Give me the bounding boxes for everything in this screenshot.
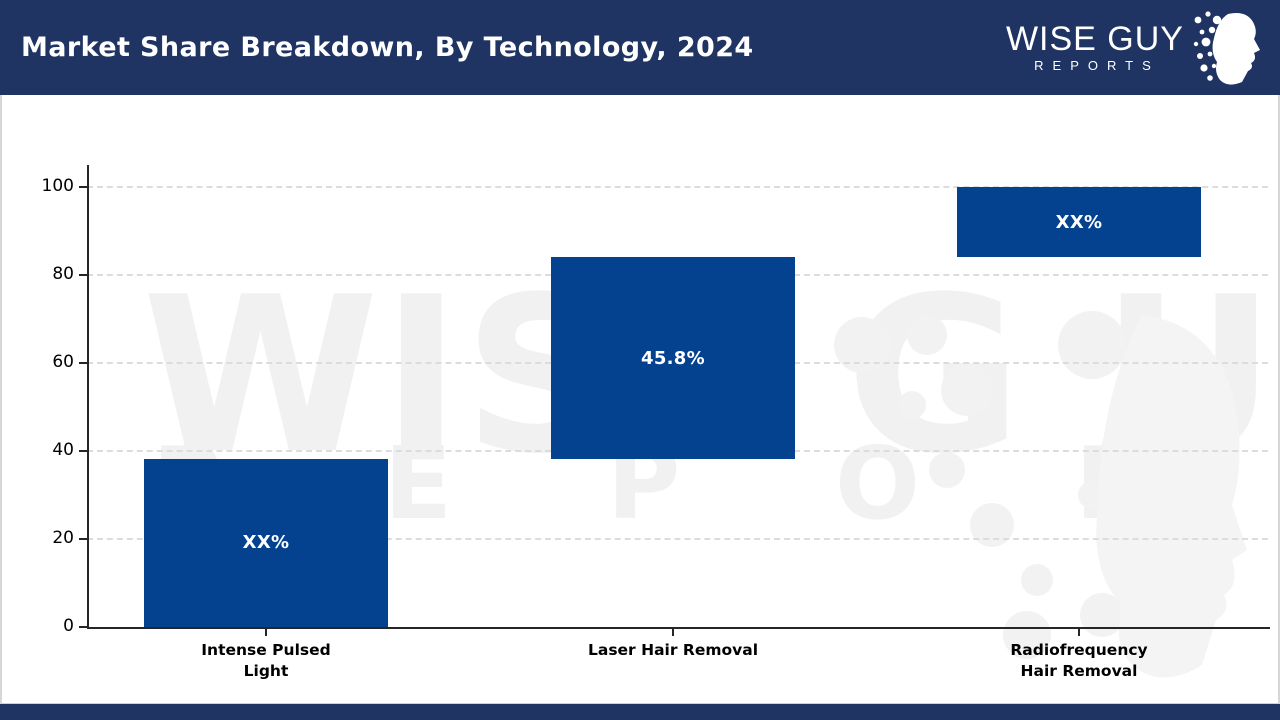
x-tick-label: Laser Hair Removal xyxy=(587,641,759,659)
bar-value-label: XX% xyxy=(1055,211,1103,233)
y-axis-tick xyxy=(79,626,87,628)
x-tick-label: Intense Pulsed Light xyxy=(201,641,331,680)
y-tick-label: 80 xyxy=(52,264,74,284)
y-axis-line xyxy=(87,165,89,629)
x-axis-line xyxy=(87,627,1270,629)
bar: XX% xyxy=(144,458,388,627)
x-tick-label: Radiofrequency Hair Removal xyxy=(1010,641,1148,680)
chart-area: WISE G U Y R E P O R T S 020406080100XX%… xyxy=(0,95,1280,704)
y-axis-tick xyxy=(79,186,87,188)
bar: XX% xyxy=(957,187,1201,258)
y-tick-label: 20 xyxy=(52,528,74,548)
y-tick-label: 100 xyxy=(41,176,74,196)
gridline xyxy=(87,538,1268,540)
bar: 45.8% xyxy=(551,257,795,459)
x-axis-tick xyxy=(265,629,267,636)
header-bar: Market Share Breakdown, By Technology, 2… xyxy=(0,0,1280,95)
y-axis-tick xyxy=(79,538,87,540)
brand-logo-subtitle: REPORTS xyxy=(1034,58,1160,73)
y-axis-tick xyxy=(79,450,87,452)
x-axis-tick xyxy=(1078,629,1080,636)
brand-logo-text: WISE GUY REPORTS xyxy=(1006,22,1184,73)
y-axis-tick xyxy=(79,274,87,276)
page-title: Market Share Breakdown, By Technology, 2… xyxy=(21,32,754,63)
footer-bar xyxy=(0,704,1280,720)
brand-logo: WISE GUY REPORTS xyxy=(1006,8,1280,88)
y-tick-label: 60 xyxy=(52,352,74,372)
gridline xyxy=(87,186,1268,188)
y-axis-tick xyxy=(79,362,87,364)
bar-value-label: 45.8% xyxy=(641,347,705,369)
watermark-head-dots xyxy=(834,311,1247,678)
brand-logo-name: WISE GUY xyxy=(1005,20,1184,58)
y-tick-label: 0 xyxy=(63,616,74,636)
logo-head-icon xyxy=(1193,10,1260,85)
x-axis-tick xyxy=(672,629,674,636)
y-tick-label: 40 xyxy=(52,440,74,460)
bar-value-label: XX% xyxy=(242,532,290,554)
